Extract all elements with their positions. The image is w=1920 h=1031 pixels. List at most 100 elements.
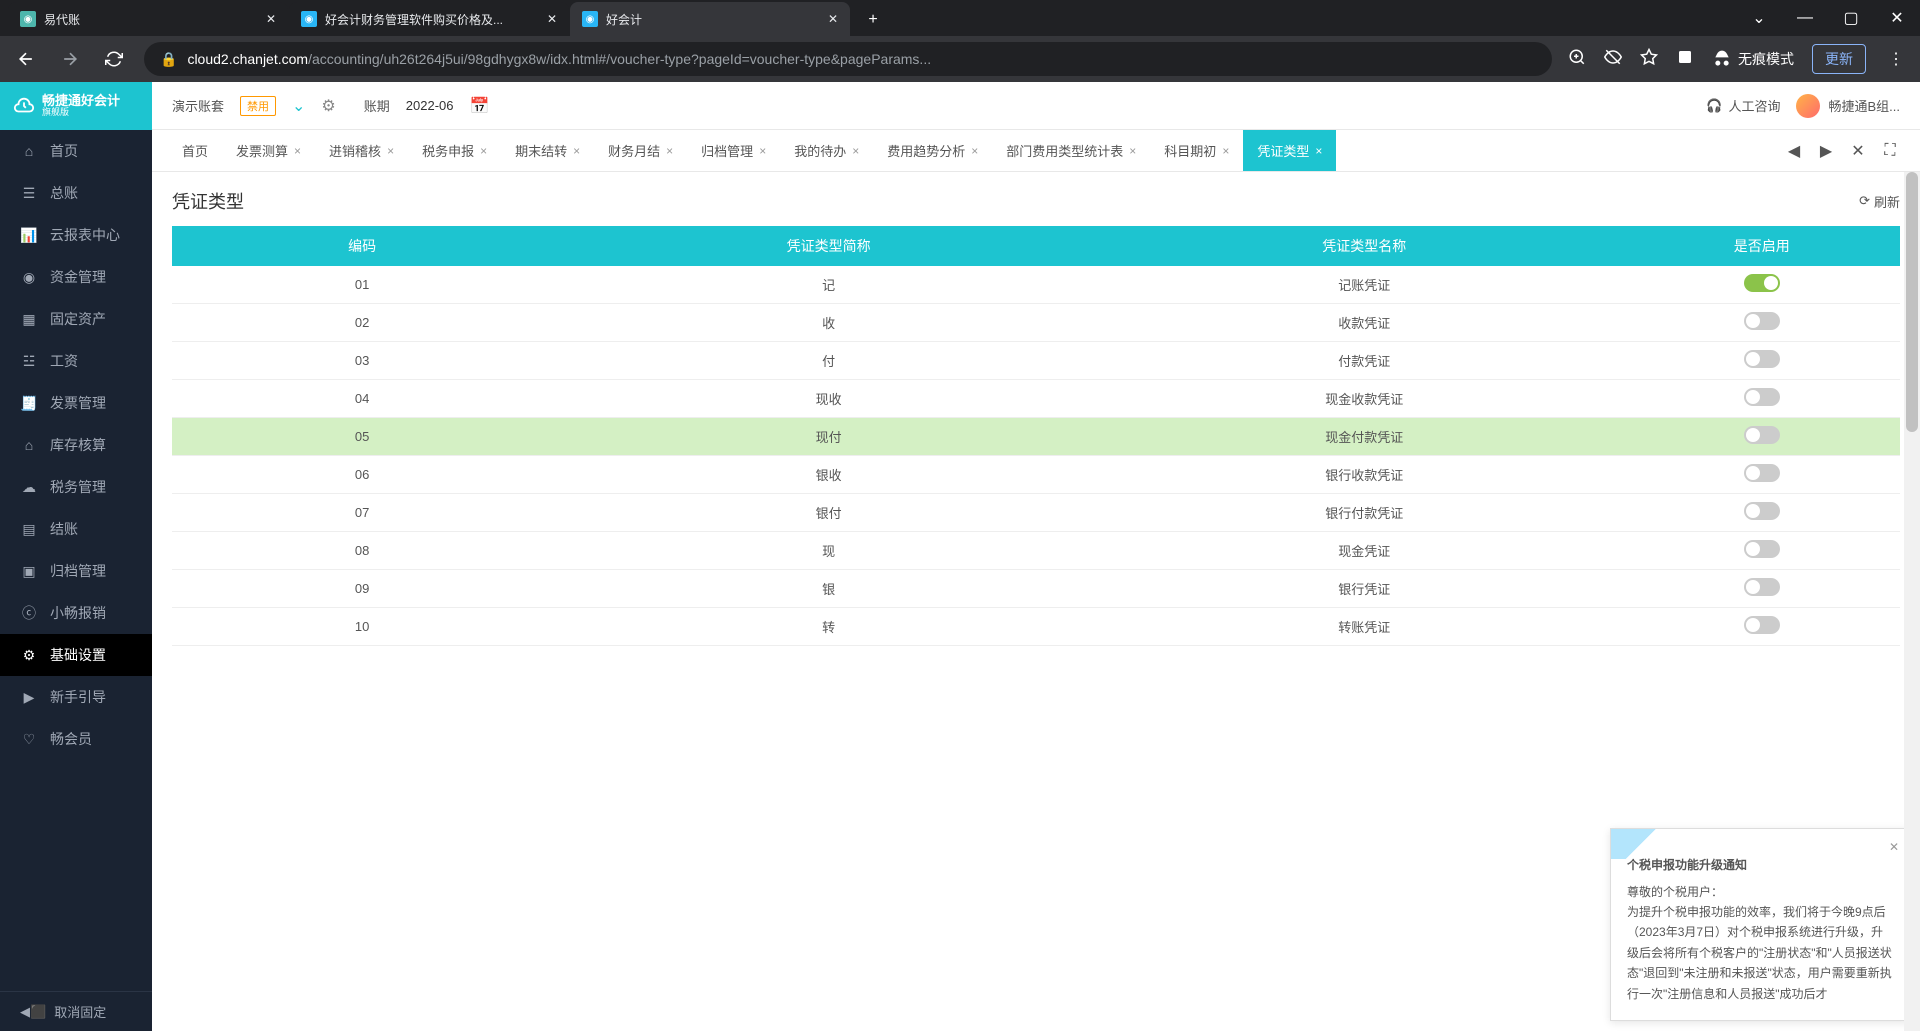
enable-toggle[interactable]	[1744, 388, 1780, 406]
table-row[interactable]: 10 转 转账凭证	[172, 608, 1900, 646]
close-window-button[interactable]: ✕	[1874, 0, 1920, 36]
new-tab-button[interactable]: +	[859, 6, 887, 34]
cell-code: 08	[172, 532, 552, 570]
app-tab[interactable]: 进销稽核×	[315, 130, 408, 171]
table-row[interactable]: 09 银 银行凭证	[172, 570, 1900, 608]
calendar-icon[interactable]: 📅	[470, 96, 490, 116]
sidebar-item[interactable]: 📊云报表中心	[0, 214, 152, 256]
app-tab-close-icon[interactable]: ×	[971, 144, 978, 158]
zoom-icon[interactable]	[1568, 48, 1586, 71]
back-button[interactable]	[12, 45, 40, 73]
table-row[interactable]: 01 记 记账凭证	[172, 266, 1900, 304]
sidebar-item[interactable]: ▣归档管理	[0, 550, 152, 592]
app-tab[interactable]: 税务申报×	[408, 130, 501, 171]
support-link[interactable]: 🎧 人工咨询	[1706, 96, 1780, 115]
browser-tab[interactable]: ◉好会计财务管理软件购买价格及...✕	[289, 2, 569, 36]
app-tab[interactable]: 部门费用类型统计表×	[992, 130, 1150, 171]
app-tab[interactable]: 费用趋势分析×	[873, 130, 992, 171]
cell-short: 银	[552, 570, 1105, 608]
sidebar-item[interactable]: ☳工资	[0, 340, 152, 382]
app-tab-close-icon[interactable]: ×	[294, 144, 301, 158]
app-tab-close-icon[interactable]: ×	[387, 144, 394, 158]
scrollbar-track[interactable]	[1904, 172, 1920, 1031]
star-icon[interactable]	[1640, 48, 1658, 71]
eye-icon[interactable]	[1604, 48, 1622, 71]
app-tab[interactable]: 发票测算×	[222, 130, 315, 171]
sidebar-item[interactable]: ▶新手引导	[0, 676, 152, 718]
app-tab-close-icon[interactable]: ×	[1315, 144, 1322, 158]
sidebar-item[interactable]: ♡畅会员	[0, 718, 152, 760]
enable-toggle[interactable]	[1744, 426, 1780, 444]
table-row[interactable]: 07 银付 银行付款凭证	[172, 494, 1900, 532]
browser-tab[interactable]: ◉好会计✕	[570, 2, 850, 36]
enable-toggle[interactable]	[1744, 578, 1780, 596]
unpin-button[interactable]: ◀⬛ 取消固定	[0, 991, 152, 1031]
dropdown-icon[interactable]: ⌄	[1736, 0, 1782, 36]
user-info[interactable]: 畅捷通B组...	[1796, 94, 1900, 118]
update-button[interactable]: 更新	[1812, 44, 1866, 74]
minimize-button[interactable]: —	[1782, 0, 1828, 36]
forward-button[interactable]	[56, 45, 84, 73]
extension-icon[interactable]	[1676, 48, 1694, 71]
app-tab-close-icon[interactable]: ×	[1222, 144, 1229, 158]
enable-toggle[interactable]	[1744, 464, 1780, 482]
menu-label: 税务管理	[50, 477, 106, 497]
tabs-fullscreen-button[interactable]: ⛶	[1876, 137, 1904, 165]
sidebar-item[interactable]: ⌂库存核算	[0, 424, 152, 466]
table-row[interactable]: 08 现 现金凭证	[172, 532, 1900, 570]
app-tab[interactable]: 凭证类型×	[1243, 130, 1336, 171]
app-tab-close-icon[interactable]: ×	[759, 144, 766, 158]
tabs-close-button[interactable]: ✕	[1844, 137, 1872, 165]
scrollbar-thumb[interactable]	[1906, 172, 1918, 432]
table-row[interactable]: 02 收 收款凭证	[172, 304, 1900, 342]
account-dropdown[interactable]: ⌄	[292, 96, 305, 116]
tab-close-icon[interactable]: ✕	[266, 12, 276, 26]
app-tab[interactable]: 科目期初×	[1150, 130, 1243, 171]
account-name: 演示账套	[172, 96, 224, 115]
sidebar-item[interactable]: ⚙基础设置	[0, 634, 152, 676]
enable-toggle[interactable]	[1744, 312, 1780, 330]
sidebar-item[interactable]: ⌂首页	[0, 130, 152, 172]
tab-close-icon[interactable]: ✕	[828, 12, 838, 26]
tabs-next-button[interactable]: ▶	[1812, 137, 1840, 165]
app-tab[interactable]: 财务月结×	[594, 130, 687, 171]
sidebar-item[interactable]: 🧾发票管理	[0, 382, 152, 424]
popup-close-button[interactable]: ✕	[1889, 837, 1899, 857]
app-tab[interactable]: 首页	[168, 130, 222, 171]
maximize-button[interactable]: ▢	[1828, 0, 1874, 36]
app-tab-close-icon[interactable]: ×	[666, 144, 673, 158]
settings-icon[interactable]: ⚙	[321, 96, 335, 116]
tabs-prev-button[interactable]: ◀	[1780, 137, 1808, 165]
table-row[interactable]: 03 付 付款凭证	[172, 342, 1900, 380]
app-tab[interactable]: 我的待办×	[780, 130, 873, 171]
browser-tab[interactable]: ◉易代账✕	[8, 2, 288, 36]
url-input[interactable]: 🔒 cloud2.chanjet.com/accounting/uh26t264…	[144, 42, 1552, 76]
refresh-button[interactable]: ⟳ 刷新	[1859, 192, 1900, 211]
enable-toggle[interactable]	[1744, 502, 1780, 520]
tab-close-icon[interactable]: ✕	[547, 12, 557, 26]
reload-button[interactable]	[100, 45, 128, 73]
app-tab-close-icon[interactable]: ×	[852, 144, 859, 158]
table-row[interactable]: 05 现付 现金付款凭证	[172, 418, 1900, 456]
enable-toggle[interactable]	[1744, 350, 1780, 368]
enable-toggle[interactable]	[1744, 540, 1780, 558]
enable-toggle[interactable]	[1744, 274, 1780, 292]
enable-toggle[interactable]	[1744, 616, 1780, 634]
table-row[interactable]: 06 银收 银行收款凭证	[172, 456, 1900, 494]
app-tab-close-icon[interactable]: ×	[573, 144, 580, 158]
app-tab[interactable]: 归档管理×	[687, 130, 780, 171]
sidebar-item[interactable]: ☰总账	[0, 172, 152, 214]
cell-name: 现金付款凭证	[1105, 418, 1623, 456]
app-tab-close-icon[interactable]: ×	[480, 144, 487, 158]
refresh-icon: ⟳	[1859, 193, 1870, 209]
app-tab[interactable]: 期末结转×	[501, 130, 594, 171]
app-tab-close-icon[interactable]: ×	[1129, 144, 1136, 158]
table-row[interactable]: 04 现收 现金收款凭证	[172, 380, 1900, 418]
sidebar-item[interactable]: ◉资金管理	[0, 256, 152, 298]
sidebar-item[interactable]: ▤结账	[0, 508, 152, 550]
sidebar-item[interactable]: ▦固定资产	[0, 298, 152, 340]
cell-code: 06	[172, 456, 552, 494]
sidebar-item[interactable]: ☁税务管理	[0, 466, 152, 508]
sidebar-item[interactable]: ⓒ小畅报销	[0, 592, 152, 634]
browser-menu-button[interactable]: ⋮	[1884, 49, 1908, 69]
